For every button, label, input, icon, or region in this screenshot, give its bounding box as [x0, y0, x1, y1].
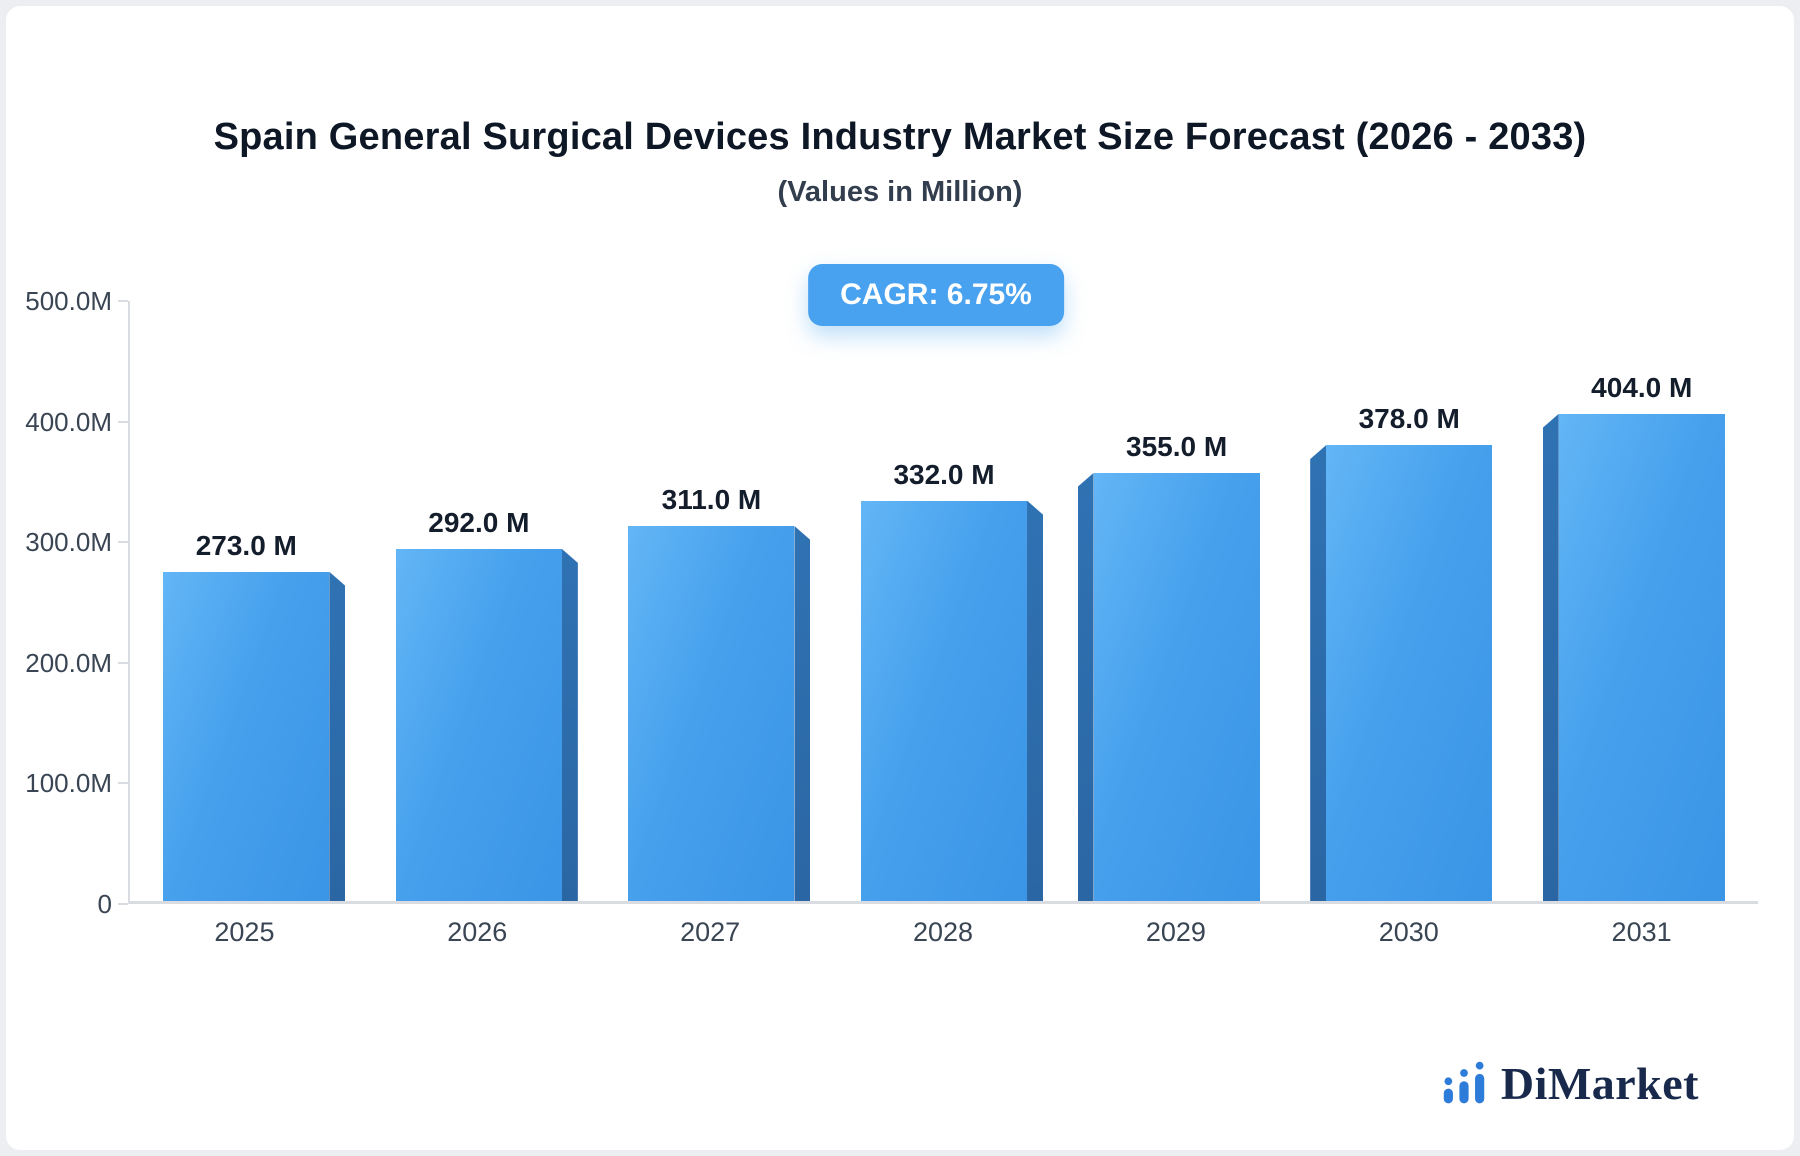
bar: [861, 500, 1044, 901]
bar: [628, 525, 811, 901]
bar: [1077, 472, 1260, 901]
bar-side-face: [1077, 472, 1094, 901]
brand-name: DiMarket: [1500, 1058, 1699, 1109]
x-axis-label: 2030: [1378, 917, 1439, 947]
y-axis-label: 400.0M: [25, 406, 112, 437]
y-axis-label: 500.0M: [25, 286, 112, 316]
y-axis-tick: [118, 541, 128, 544]
y-axis-tick: [118, 420, 128, 423]
bar-group: 355.0 M: [1060, 301, 1293, 901]
bar-value-label: 273.0 M: [195, 529, 297, 561]
x-axis-label: 2026: [447, 917, 508, 947]
y-axis-tick: [118, 661, 128, 664]
bar-group: 378.0 M: [1293, 301, 1526, 901]
bar-side-face: [1542, 413, 1559, 901]
chart-title: Spain General Surgical Devices Industry …: [213, 116, 1587, 158]
x-axis-label: 2027: [680, 917, 741, 947]
plot-area: 273.0 M 292.0 M 311.0 M 332.0 M 355.0 M 378.0…: [118, 300, 1758, 905]
y-axis-label: 0: [97, 889, 112, 919]
bar-group: 292.0 M: [363, 301, 596, 901]
bar-group: 404.0 M: [1525, 301, 1758, 901]
x-axis-label: 2029: [1145, 917, 1206, 947]
bar-group: 332.0 M: [828, 301, 1061, 901]
y-axis-tick: [118, 903, 128, 905]
dimarket-icon: [1443, 1061, 1485, 1103]
bar: [395, 548, 578, 901]
bar-series: 273.0 M 292.0 M 311.0 M 332.0 M 355.0 M 378.0…: [130, 301, 1758, 901]
chart-card: Spain General Surgical Devices Industry …: [6, 6, 1794, 1150]
bar-value-label: 311.0 M: [661, 483, 762, 515]
y-axis-label: 300.0M: [25, 527, 112, 558]
bar-value-label: 292.0 M: [428, 506, 530, 538]
bar-value-label: 355.0 M: [1126, 430, 1228, 462]
bar-side-face: [794, 525, 811, 901]
bar-side-face: [1310, 445, 1327, 901]
y-axis-label: 200.0M: [25, 647, 112, 678]
bar-side-face: [561, 548, 578, 901]
bar-value-label: 332.0 M: [893, 458, 995, 490]
y-axis-tick: [118, 782, 128, 785]
x-axis-label: 2025: [214, 917, 275, 947]
y-axis-labels: 500.0M 400.0M 300.0M 200.0M 100.0M 0: [6, 287, 112, 918]
cagr-badge: CAGR: 6.75%: [808, 264, 1064, 326]
bar-value-label: 404.0 M: [1591, 371, 1693, 403]
y-axis-tick: [118, 300, 128, 302]
chart-subtitle: (Values in Million): [777, 176, 1023, 208]
bar: [1542, 413, 1725, 901]
bar-value-label: 378.0 M: [1358, 403, 1460, 435]
bar: [163, 571, 346, 901]
x-axis-label: 2031: [1611, 917, 1672, 947]
bar-group: 273.0 M: [130, 301, 363, 901]
brand-logo: DiMarket: [1441, 1057, 1699, 1110]
bar: [1310, 445, 1493, 901]
y-axis-label: 100.0M: [25, 768, 112, 799]
bar-group: 311.0 M: [595, 301, 828, 901]
x-axis-labels: 2025 2026 2027 2028 2029 2030 2031: [128, 917, 1758, 948]
bar-side-face: [1027, 500, 1044, 901]
bar-side-face: [329, 571, 346, 901]
x-axis-label: 2028: [912, 917, 974, 947]
